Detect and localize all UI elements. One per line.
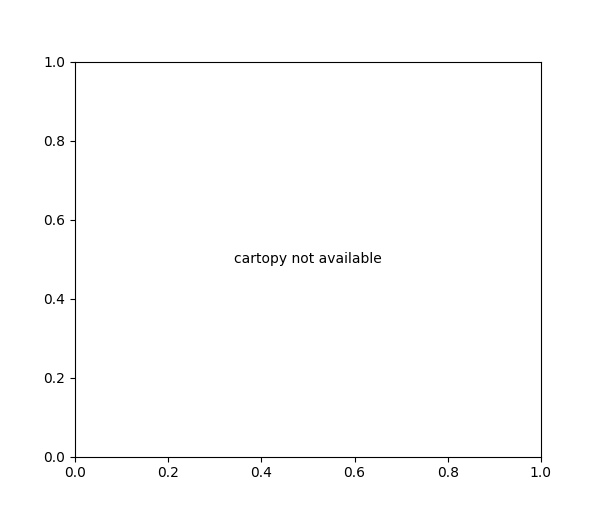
Text: cartopy not available: cartopy not available bbox=[234, 252, 382, 266]
